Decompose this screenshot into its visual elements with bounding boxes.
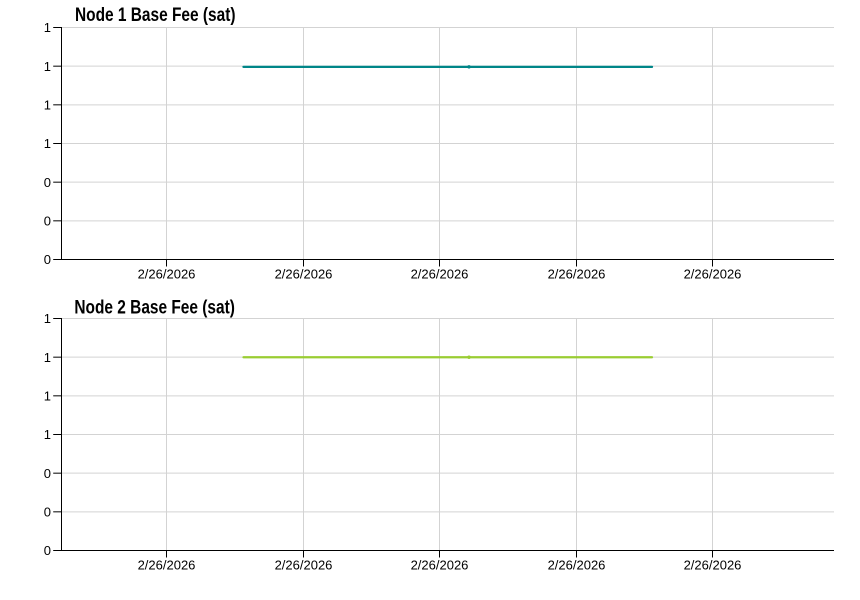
svg-text:1: 1 bbox=[44, 20, 51, 35]
svg-text:Node 1 Base Fee (sat): Node 1 Base Fee (sat) bbox=[75, 5, 236, 26]
svg-text:0: 0 bbox=[44, 543, 51, 558]
svg-text:Node 2 Base Fee (sat): Node 2 Base Fee (sat) bbox=[74, 297, 235, 318]
svg-text:2/26/2026: 2/26/2026 bbox=[548, 267, 606, 282]
svg-text:2/26/2026: 2/26/2026 bbox=[275, 558, 333, 573]
svg-text:1: 1 bbox=[44, 427, 51, 442]
svg-text:2/26/2026: 2/26/2026 bbox=[138, 267, 196, 282]
svg-text:2/26/2026: 2/26/2026 bbox=[138, 558, 196, 573]
svg-text:1: 1 bbox=[44, 97, 51, 112]
svg-text:0: 0 bbox=[44, 466, 51, 481]
svg-text:1: 1 bbox=[44, 350, 51, 365]
svg-text:1: 1 bbox=[44, 388, 51, 403]
svg-text:2/26/2026: 2/26/2026 bbox=[684, 267, 742, 282]
svg-text:1: 1 bbox=[44, 59, 51, 74]
svg-text:0: 0 bbox=[44, 213, 51, 228]
svg-text:2/26/2026: 2/26/2026 bbox=[411, 267, 469, 282]
svg-text:0: 0 bbox=[44, 504, 51, 519]
svg-text:2/26/2026: 2/26/2026 bbox=[684, 558, 742, 573]
svg-text:1: 1 bbox=[44, 136, 51, 151]
svg-text:0: 0 bbox=[44, 252, 51, 267]
svg-text:2/26/2026: 2/26/2026 bbox=[275, 267, 333, 282]
svg-text:1: 1 bbox=[44, 311, 51, 326]
svg-text:0: 0 bbox=[44, 175, 51, 190]
svg-text:2/26/2026: 2/26/2026 bbox=[548, 558, 606, 573]
svg-text:2/26/2026: 2/26/2026 bbox=[411, 558, 469, 573]
